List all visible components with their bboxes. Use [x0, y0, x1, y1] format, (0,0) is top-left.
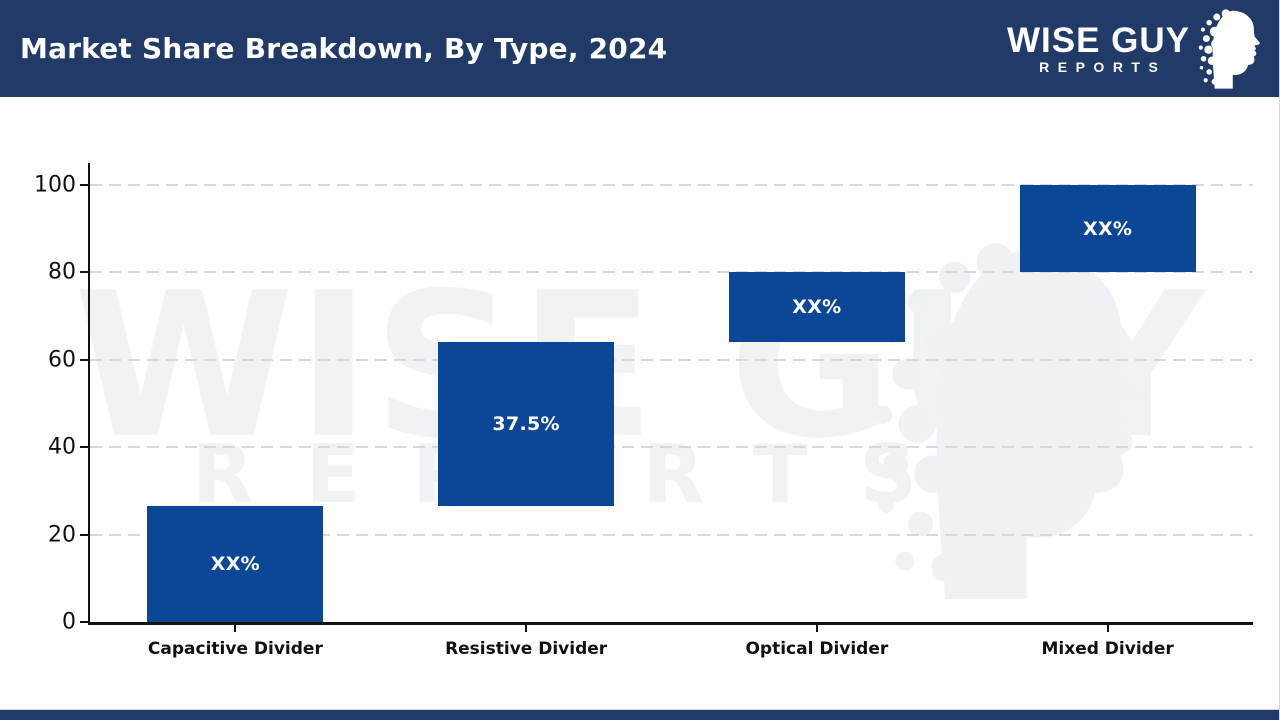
y-axis-tick-80 [80, 271, 88, 274]
y-axis-label-100: 100 [34, 172, 76, 198]
x-axis-label-2: Resistive Divider [445, 639, 608, 659]
y-axis-label-40: 40 [48, 434, 76, 460]
wiseguy-logo: WISE GUY REPORTS [1007, 8, 1266, 90]
bar-value-label: XX% [792, 296, 842, 319]
x-axis-tick-1 [234, 625, 237, 632]
logo-head-icon [1194, 8, 1266, 90]
x-axis-label-3: Optical Divider [745, 639, 889, 659]
gridline-60 [90, 358, 1253, 361]
bottom-rule [0, 709, 1279, 710]
bar-4: XX% [1019, 184, 1196, 273]
logo-wordmark: WISE GUY [1006, 20, 1190, 60]
gridline-20 [90, 533, 1253, 536]
x-axis-label-4: Mixed Divider [1041, 639, 1174, 659]
chart-title: Market Share Breakdown, By Type, 2024 [20, 32, 668, 65]
logo-text: WISE GUY REPORTS [1006, 20, 1190, 75]
x-axis-tick-4 [1106, 625, 1109, 632]
y-axis-label-60: 60 [48, 347, 76, 373]
bar-2: 37.5% [438, 342, 615, 507]
gridline-40 [90, 446, 1253, 449]
logo-subtitle: REPORTS [1039, 58, 1167, 75]
y-axis-tick-60 [80, 358, 88, 361]
y-axis-tick-100 [80, 183, 88, 186]
y-axis-label-20: 20 [48, 522, 76, 548]
x-axis-tick-3 [815, 625, 818, 632]
plot-area: 0 20 40 60 80 100 XX% Capacitive Divider 37.5% Re… [34, 163, 1253, 659]
bar-value-label: XX% [1083, 217, 1133, 240]
gridline-80 [90, 271, 1253, 274]
y-axis-tick-20 [80, 533, 88, 536]
bar-value-label: 37.5% [492, 413, 560, 436]
bar-1: XX% [147, 506, 324, 622]
footer-bar [0, 710, 1279, 720]
y-axis-tick-40 [80, 446, 88, 449]
x-axis-tick-2 [525, 625, 528, 632]
y-axis-tick-0 [80, 621, 88, 623]
y-axis-label-80: 80 [48, 259, 76, 285]
header-bar: Market Share Breakdown, By Type, 2024 WI… [0, 0, 1279, 97]
y-axis-label-0: 0 [62, 609, 76, 635]
bar-value-label: XX% [210, 553, 260, 576]
bar-3: XX% [728, 272, 905, 343]
gridline-100 [90, 183, 1253, 186]
x-axis-label-1: Capacitive Divider [147, 639, 323, 659]
